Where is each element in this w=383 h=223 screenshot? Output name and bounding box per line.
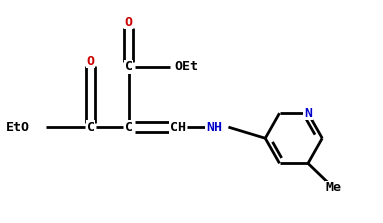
Text: C: C bbox=[124, 121, 133, 134]
Text: O: O bbox=[124, 16, 133, 29]
Text: O: O bbox=[87, 55, 95, 68]
Text: NH: NH bbox=[206, 121, 222, 134]
Text: Me: Me bbox=[326, 181, 342, 194]
Text: OEt: OEt bbox=[174, 60, 198, 73]
Text: C: C bbox=[87, 121, 95, 134]
Text: N: N bbox=[304, 107, 312, 120]
Text: C: C bbox=[124, 60, 133, 73]
Text: EtO: EtO bbox=[6, 121, 30, 134]
Text: CH: CH bbox=[170, 121, 186, 134]
